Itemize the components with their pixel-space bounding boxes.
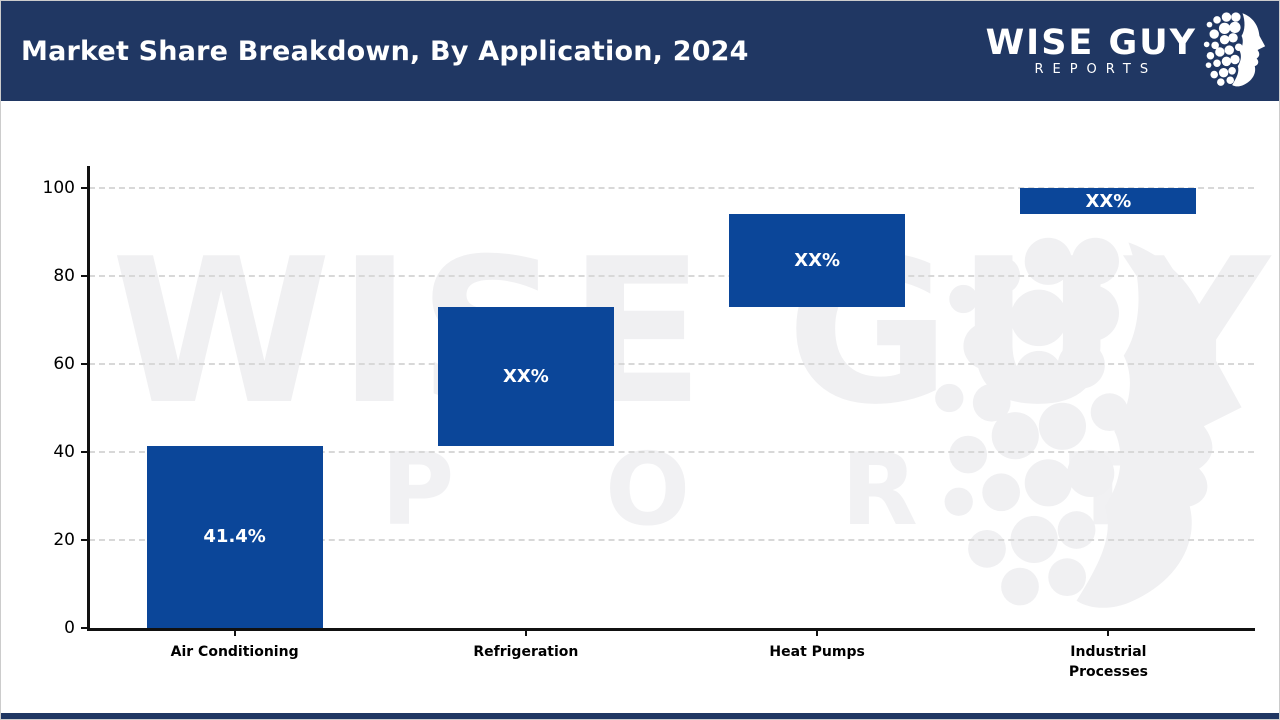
category-label-heat-pumps: Heat Pumps — [769, 644, 865, 660]
footer-bar — [1, 713, 1279, 719]
x-tick-0 — [233, 630, 236, 636]
y-tick-label-80: 80 — [53, 266, 75, 286]
y-tick-label-20: 20 — [53, 530, 75, 550]
y-tick-100 — [81, 187, 88, 189]
y-tick-label-40: 40 — [53, 442, 75, 462]
x-tick-3 — [1107, 630, 1110, 636]
y-tick-80 — [81, 275, 88, 277]
y-axis-line — [87, 166, 90, 631]
category-label-refrigeration: Refrigeration — [473, 644, 579, 660]
gridline-20 — [89, 539, 1254, 541]
bar-value-label: XX% — [794, 250, 841, 272]
gridline-100 — [89, 187, 1254, 189]
header-bar: Market Share Breakdown, By Application, … — [1, 1, 1279, 101]
page-title: Market Share Breakdown, By Application, … — [21, 35, 749, 67]
bar-value-label: XX% — [502, 365, 549, 387]
gridline-80 — [89, 275, 1254, 277]
plot-area: 0 20 40 60 80 100 41.4% XX% XX% XX% Air Conditioni… — [1, 101, 1279, 715]
y-tick-label-0: 0 — [64, 618, 75, 638]
x-tick-1 — [524, 630, 527, 636]
logo-face-icon — [1203, 12, 1266, 87]
category-label-air-conditioning: Air Conditioning — [170, 644, 299, 660]
logo-wordmark: WISE GUY — [985, 22, 1197, 63]
y-tick-60 — [81, 363, 88, 365]
x-tick-2 — [816, 630, 819, 636]
x-axis-line — [87, 628, 1255, 631]
y-tick-40 — [81, 451, 88, 453]
bar-air-conditioning: 41.4% — [146, 445, 323, 628]
bar-refrigeration: XX% — [437, 306, 614, 446]
logo-text: WISE GUY REPORTS — [986, 25, 1197, 78]
logo-subtitle: REPORTS — [1034, 61, 1158, 77]
bar-value-label: XX% — [1085, 190, 1132, 212]
y-tick-label-60: 60 — [53, 354, 75, 374]
wise-guy-reports-logo: WISE GUY REPORTS — [986, 10, 1279, 92]
gridline-40 — [89, 451, 1254, 453]
bar-industrial-processes: XX% — [1020, 188, 1197, 215]
gridline-60 — [89, 363, 1254, 365]
y-tick-0 — [81, 627, 88, 629]
bar-heat-pumps: XX% — [729, 214, 906, 307]
y-tick-label-100: 100 — [42, 178, 75, 198]
y-tick-20 — [81, 539, 88, 541]
category-label-industrial-processes: Industrial Processes — [1068, 644, 1148, 680]
bar-value-label: 41.4% — [203, 526, 266, 548]
